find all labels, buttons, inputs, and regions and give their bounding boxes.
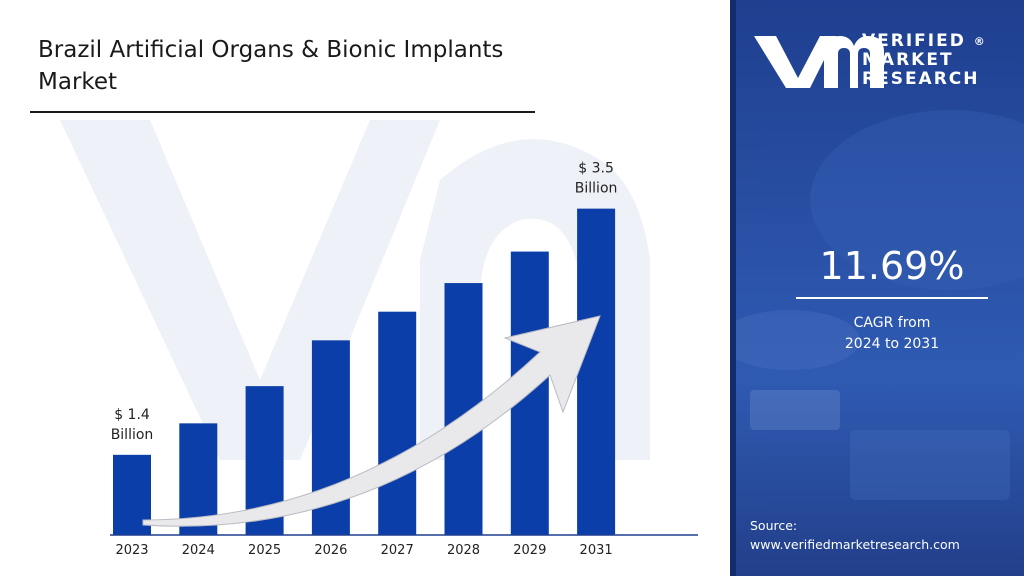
x-tick-label-2029: 2029	[513, 543, 546, 558]
x-tick-label-2031: 2031	[580, 543, 613, 558]
x-tick-label-2023: 2023	[115, 543, 148, 558]
value-label-2031-line1: $ 3.5	[578, 161, 614, 177]
registered-mark: ®	[973, 35, 987, 48]
background-photo	[730, 110, 1024, 500]
source-label: Source:	[750, 518, 798, 533]
brand-line2: MARKET	[862, 50, 954, 70]
x-tick-label-2026: 2026	[314, 543, 347, 558]
growth-arrow	[142, 315, 601, 527]
cagr-divider	[796, 297, 988, 299]
cagr-value: 11.69%	[819, 244, 965, 288]
bar-2027	[378, 311, 417, 535]
value-label-2023-line2: Billion	[111, 427, 154, 443]
chart-panel: Brazil Artificial Organs & Bionic Implan…	[30, 37, 698, 558]
x-tick-label-2028: 2028	[447, 543, 480, 558]
bar-chart: 2023 2024 2025 2026 2027 2028 2029 2031 $ 1.4 Bil…	[110, 161, 698, 558]
x-tick-label-2027: 2027	[381, 543, 414, 558]
title-underline	[30, 111, 535, 113]
cagr-label-line2: 2024 to 2031	[844, 336, 940, 352]
brand-line1: VERIFIED	[862, 31, 966, 51]
value-label-2023-line1: $ 1.4	[114, 407, 150, 423]
cagr-label-line1: CAGR from	[853, 315, 931, 331]
bar-2031	[577, 208, 616, 535]
x-tick-label-2024: 2024	[182, 543, 215, 558]
brand-line3: RESEARCH	[862, 69, 980, 89]
x-tick-label-2025: 2025	[248, 543, 281, 558]
source-url[interactable]: www.verifiedmarketresearch.com	[750, 537, 960, 552]
brand-wordmark: VERIFIED ® MARKET RESEARCH	[862, 32, 987, 89]
value-label-2031-line2: Billion	[575, 181, 618, 197]
cagr-label: CAGR from 2024 to 2031	[796, 313, 988, 355]
chart-title: Brazil Artificial Organs & Bionic Implan…	[38, 37, 504, 95]
vmr-logo-icon	[754, 36, 884, 88]
summary-panel: VERIFIED ® MARKET RESEARCH 11.69% CAGR f…	[730, 0, 1024, 576]
panel-divider	[730, 0, 736, 576]
source-block: Source: www.verifiedmarketresearch.com	[750, 516, 960, 554]
